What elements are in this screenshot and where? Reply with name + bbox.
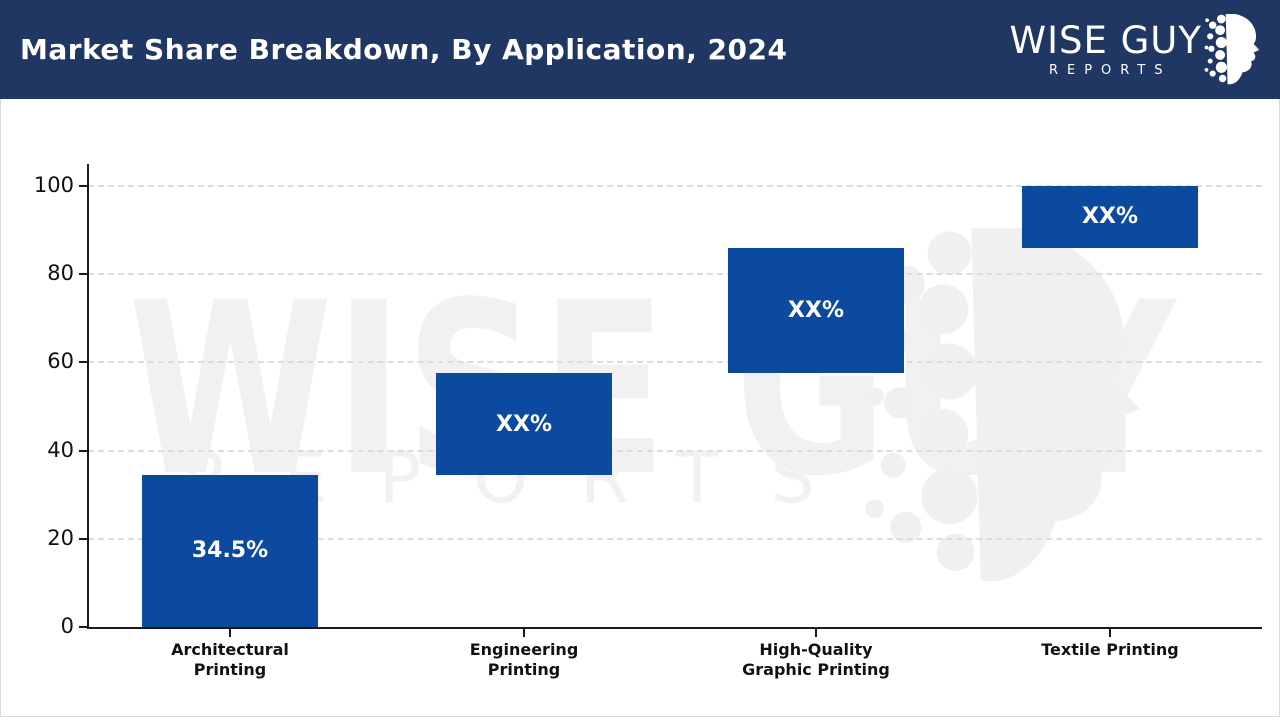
y-tick-label-80: 80 [47, 261, 74, 286]
bar-value-label: XX% [496, 411, 552, 437]
y-tick-60 [79, 361, 88, 364]
y-tick-80 [79, 273, 88, 276]
gridline-100 [88, 185, 1262, 187]
gridline-20 [88, 537, 1262, 540]
bar-high-quality-graphic-printing: XX% [728, 247, 904, 374]
logo-text: WISE GUY REPORTS [1010, 22, 1202, 77]
x-tick-textile-printing [1109, 629, 1111, 637]
y-tick-label-100: 100 [33, 173, 74, 197]
y-tick-label-60: 60 [47, 349, 74, 374]
x-tick-architectural-printing [229, 629, 231, 637]
x-category-label-engineering-printing: Engineering Printing [469, 640, 579, 679]
gridline-80 [88, 273, 1262, 276]
x-tick-engineering-printing [523, 629, 525, 637]
logo-subtitle: REPORTS [1048, 63, 1172, 78]
bar-architectural-printing: 34.5% [142, 474, 318, 627]
y-tick-40 [79, 449, 88, 452]
logo: WISE GUY REPORTS [1010, 12, 1266, 88]
bar-value-label: XX% [1082, 204, 1138, 230]
y-tick-label-20: 20 [47, 525, 74, 550]
x-tick-high-quality-graphic-printing [815, 629, 817, 637]
header-bar: Market Share Breakdown, By Application, … [0, 0, 1280, 99]
x-category-label-textile-printing: Textile Printing [1041, 640, 1179, 659]
y-tick-label-0: 0 [60, 614, 74, 638]
bar-textile-printing: XX% [1022, 186, 1198, 248]
y-axis-line [87, 164, 89, 629]
y-tick-0 [79, 626, 88, 628]
x-category-label-architectural-printing: Architectural Printing [171, 640, 289, 679]
y-tick-20 [79, 537, 88, 540]
bar-value-label: 34.5% [191, 538, 269, 564]
x-category-label-high-quality-graphic-printing: High-Quality Graphic Printing [742, 640, 890, 679]
x-axis-line [87, 627, 1262, 629]
gridline-40 [88, 449, 1262, 452]
bar-engineering-printing: XX% [436, 373, 612, 475]
y-tick-label-40: 40 [47, 437, 74, 462]
bar-value-label: XX% [788, 298, 844, 324]
gridline-60 [88, 361, 1262, 364]
logo-wordmark: WISE GUY [1009, 19, 1202, 62]
y-tick-100 [79, 185, 88, 187]
logo-head-icon [1204, 13, 1260, 84]
chart-title: Market Share Breakdown, By Application, … [20, 33, 788, 66]
